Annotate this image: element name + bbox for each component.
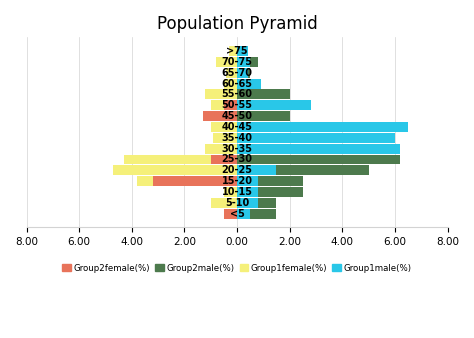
Bar xyxy=(205,144,237,154)
Bar xyxy=(237,165,369,175)
Text: 55-60: 55-60 xyxy=(221,89,253,99)
Bar xyxy=(237,78,261,89)
Bar xyxy=(237,176,258,186)
Bar xyxy=(237,46,247,56)
Bar xyxy=(237,68,247,78)
Bar xyxy=(237,100,276,110)
Bar xyxy=(237,144,400,154)
Text: 65-70: 65-70 xyxy=(221,68,253,78)
Text: 50-55: 50-55 xyxy=(221,100,253,110)
Bar xyxy=(237,111,290,121)
Bar xyxy=(237,68,250,78)
Bar xyxy=(210,198,237,208)
Bar xyxy=(237,57,250,67)
Bar xyxy=(213,133,237,143)
Bar xyxy=(237,176,303,186)
Legend: Group2female(%), Group2male(%), Group1female(%), Group1male(%): Group2female(%), Group2male(%), Group1fe… xyxy=(59,260,415,276)
Bar xyxy=(210,154,237,165)
Text: 10-15: 10-15 xyxy=(221,187,253,197)
Bar xyxy=(237,133,395,143)
Bar xyxy=(224,187,237,197)
Bar xyxy=(113,165,237,175)
Bar xyxy=(216,57,237,67)
Bar xyxy=(203,111,237,121)
Bar xyxy=(237,46,245,56)
Bar xyxy=(237,100,310,110)
Bar xyxy=(229,46,237,56)
Bar xyxy=(227,68,237,78)
Bar xyxy=(237,89,290,99)
Bar xyxy=(237,122,408,132)
Bar xyxy=(224,209,237,219)
Bar xyxy=(237,78,258,89)
Text: 30-35: 30-35 xyxy=(221,144,253,154)
Text: <5: <5 xyxy=(229,209,245,219)
Text: 15-20: 15-20 xyxy=(221,176,253,186)
Bar xyxy=(237,187,258,197)
Bar xyxy=(237,154,400,165)
Bar xyxy=(237,198,276,208)
Bar xyxy=(224,78,237,89)
Bar xyxy=(237,187,303,197)
Title: Population Pyramid: Population Pyramid xyxy=(156,15,318,33)
Bar xyxy=(210,100,237,110)
Bar xyxy=(237,122,303,132)
Text: 45-50: 45-50 xyxy=(221,111,253,121)
Bar xyxy=(210,122,237,132)
Bar xyxy=(124,154,237,165)
Bar xyxy=(137,176,237,186)
Text: 5-10: 5-10 xyxy=(225,198,249,208)
Bar xyxy=(153,176,237,186)
Text: 40-45: 40-45 xyxy=(221,122,253,132)
Bar xyxy=(237,165,276,175)
Bar xyxy=(224,100,237,110)
Bar xyxy=(237,144,310,154)
Text: 25-30: 25-30 xyxy=(221,154,253,165)
Bar xyxy=(237,198,258,208)
Bar xyxy=(203,111,237,121)
Bar xyxy=(205,89,237,99)
Text: 35-40: 35-40 xyxy=(221,133,253,143)
Text: 60-65: 60-65 xyxy=(221,78,253,89)
Bar xyxy=(237,57,258,67)
Bar xyxy=(237,133,303,143)
Text: 70-75: 70-75 xyxy=(221,57,253,67)
Text: >75: >75 xyxy=(226,46,248,56)
Text: 20-25: 20-25 xyxy=(221,165,253,175)
Bar xyxy=(237,209,250,219)
Bar xyxy=(237,209,276,219)
